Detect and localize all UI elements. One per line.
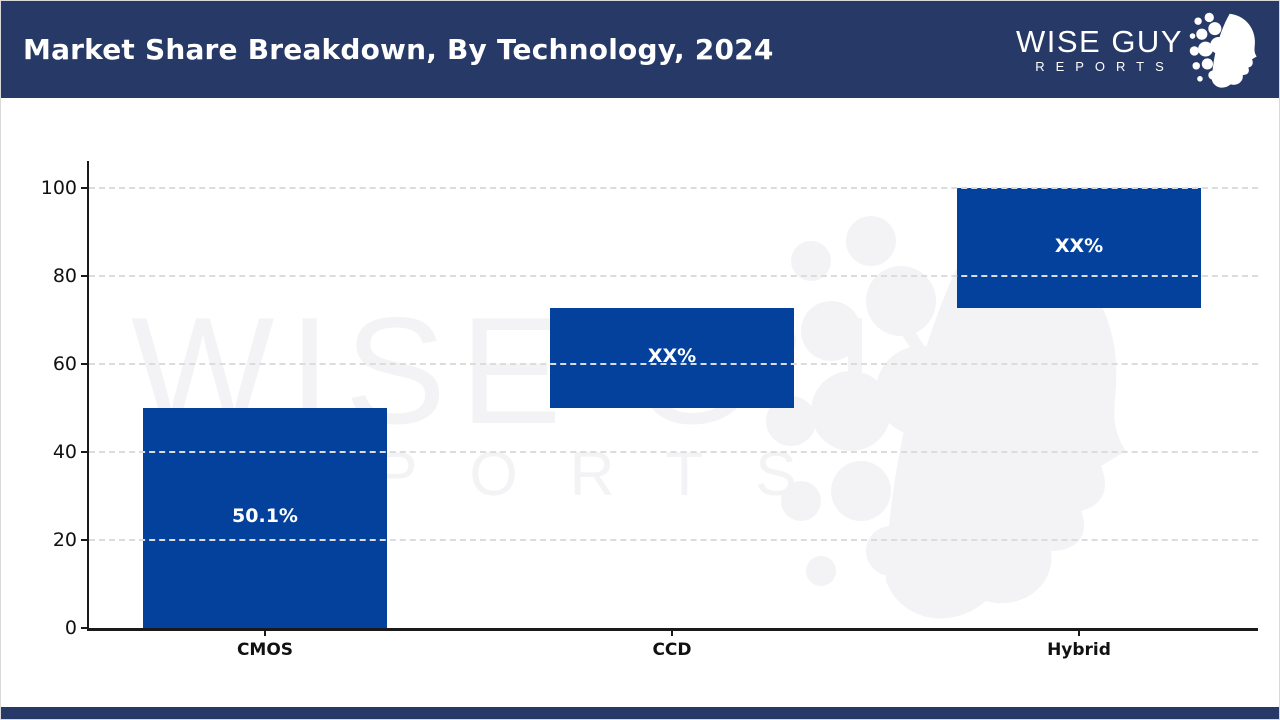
gridline xyxy=(89,187,1258,189)
y-tick-mark xyxy=(81,627,89,629)
bar-value-label: 50.1% xyxy=(232,504,298,527)
header-bar: Market Share Breakdown, By Technology, 2… xyxy=(1,1,1279,98)
y-tick-label: 60 xyxy=(52,353,77,375)
y-tick-mark xyxy=(81,451,89,453)
bar-hybrid: XX% xyxy=(957,188,1201,309)
x-tick-label-cmos: CMOS xyxy=(236,640,294,660)
x-tick-mark xyxy=(671,628,673,636)
bar-value-label: XX% xyxy=(1054,235,1104,258)
y-tick-label: 100 xyxy=(40,177,77,199)
bar-value-label: XX% xyxy=(647,344,697,367)
y-axis-spine xyxy=(86,161,89,631)
gridline xyxy=(89,539,1258,541)
y-tick-label: 20 xyxy=(52,529,77,551)
logo-line2: REPORTS xyxy=(1035,58,1175,74)
y-tick-label: 80 xyxy=(52,265,77,287)
gridline xyxy=(89,275,1258,277)
footer-bar xyxy=(1,707,1279,719)
y-tick-label: 40 xyxy=(52,441,77,463)
y-tick-mark xyxy=(81,363,89,365)
y-tick-mark xyxy=(81,275,89,277)
y-tick-mark xyxy=(81,539,89,541)
x-tick-label-ccd: CCD xyxy=(652,640,692,660)
x-tick-mark xyxy=(1078,628,1080,636)
logo-wordmark: WISE GUY REPORTS xyxy=(1015,23,1183,75)
logo-head-icon xyxy=(1189,12,1257,88)
bar-ccd: XX% xyxy=(550,308,794,408)
chart-title: Market Share Breakdown, By Technology, 2… xyxy=(23,33,774,66)
gridline xyxy=(89,363,1258,365)
x-axis-spine xyxy=(86,628,1258,631)
gridline xyxy=(89,451,1258,453)
y-tick-label: 0 xyxy=(64,617,77,639)
wiseguy-logo: WISE GUY REPORTS xyxy=(1016,10,1267,90)
y-tick-mark xyxy=(81,187,89,189)
x-tick-mark xyxy=(264,628,266,636)
x-tick-label-hybrid: Hybrid xyxy=(1047,640,1111,660)
logo-line1: WISE GUY xyxy=(1015,23,1183,59)
bar-cmos: 50.1% xyxy=(143,407,387,628)
